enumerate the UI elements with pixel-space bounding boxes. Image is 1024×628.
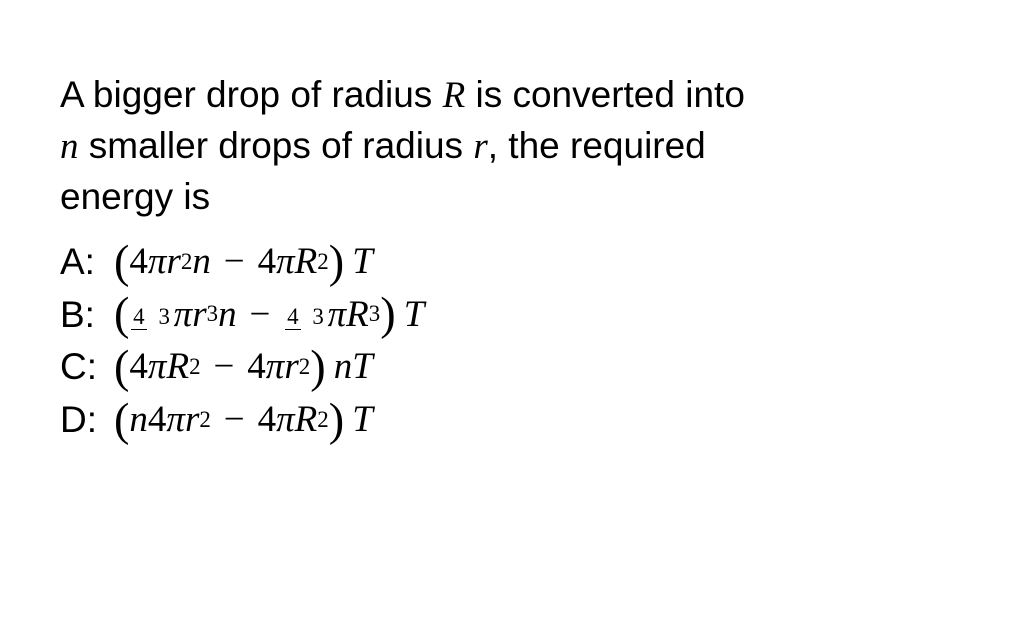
frac-den: 3 (156, 304, 172, 329)
exp-2b: 2 (317, 246, 328, 278)
sym-pi-b: π (328, 289, 347, 341)
q-var-r: r (473, 126, 487, 167)
op-minus: − (250, 289, 271, 341)
num-4b: 4 (247, 341, 266, 393)
var-R: R (295, 394, 318, 446)
option-D-label: D: (60, 394, 114, 446)
sym-pi: π (174, 289, 193, 341)
op-minus: − (213, 341, 234, 393)
exp-2: 2 (181, 246, 192, 278)
num-4: 4 (129, 236, 148, 288)
var-T: T (352, 236, 373, 288)
var-T: T (352, 341, 373, 393)
var-r: r (185, 394, 199, 446)
op-minus: − (224, 394, 245, 446)
sym-pi: π (166, 394, 185, 446)
var-n: n (192, 236, 211, 288)
sym-pi: π (148, 236, 167, 288)
num-4b: 4 (258, 394, 277, 446)
q-text-2: is converted into (465, 74, 745, 115)
num-4: 4 (148, 394, 167, 446)
exp-2: 2 (199, 404, 210, 436)
exp-2b: 2 (317, 404, 328, 436)
page-root: A bigger drop of radius R is converted i… (0, 0, 1024, 477)
sym-pi-b: π (276, 394, 295, 446)
option-C: C: ( 4 π R2 − 4 π r2 ) n T (60, 341, 994, 393)
var-r: r (192, 289, 206, 341)
var-r: r (284, 341, 298, 393)
var-T: T (352, 394, 373, 446)
q-var-n: n (60, 126, 79, 167)
var-n: n (129, 394, 148, 446)
option-A: A: ( 4 π r2 n − 4 π R2 ) T (60, 236, 994, 288)
sym-pi: π (148, 341, 167, 393)
var-R: R (295, 236, 318, 288)
exp-2: 2 (189, 351, 200, 383)
q-text-1: A bigger drop of radius (60, 74, 443, 115)
var-T: T (404, 289, 425, 341)
option-A-label: A: (60, 236, 114, 288)
exp-3b: 3 (369, 298, 380, 330)
frac-num-b: 4 (285, 304, 301, 330)
frac-den-b: 3 (310, 304, 326, 329)
sym-pi-b: π (266, 341, 285, 393)
option-C-label: C: (60, 341, 114, 393)
frac-4-3-b: 4 3 (285, 294, 326, 331)
var-n: n (218, 289, 237, 341)
sym-pi-b: π (276, 236, 295, 288)
num-4: 4 (129, 341, 148, 393)
exp-3: 3 (207, 298, 218, 330)
option-D: D: ( n 4 π r2 − 4 π R2 ) T (60, 394, 994, 446)
num-4b: 4 (258, 236, 277, 288)
op-minus: − (224, 236, 245, 288)
option-D-formula: ( n 4 π r2 − 4 π R2 ) T (114, 394, 373, 446)
exp-2b: 2 (299, 351, 310, 383)
options-list: A: ( 4 π r2 n − 4 π R2 ) T B: ( 4 (60, 236, 994, 446)
q-text-3: smaller drops of radius (79, 125, 474, 166)
option-A-formula: ( 4 π r2 n − 4 π R2 ) T (114, 236, 373, 288)
q-var-R: R (443, 75, 466, 116)
q-text-5: energy is (60, 176, 210, 217)
q-text-4: , the required (488, 125, 706, 166)
var-n: n (334, 341, 353, 393)
option-B-formula: ( 4 3 π r3 n − 4 3 π R3 ) T (114, 289, 424, 341)
option-B: B: ( 4 3 π r3 n − 4 3 π R3 ) T (60, 289, 994, 341)
var-R: R (166, 341, 189, 393)
option-C-formula: ( 4 π R2 − 4 π r2 ) n T (114, 341, 373, 393)
option-B-label: B: (60, 289, 114, 341)
var-r: r (166, 236, 180, 288)
frac-4-3: 4 3 (131, 294, 172, 331)
question-stem: A bigger drop of radius R is converted i… (60, 70, 980, 222)
var-R: R (346, 289, 369, 341)
frac-num: 4 (131, 304, 147, 330)
